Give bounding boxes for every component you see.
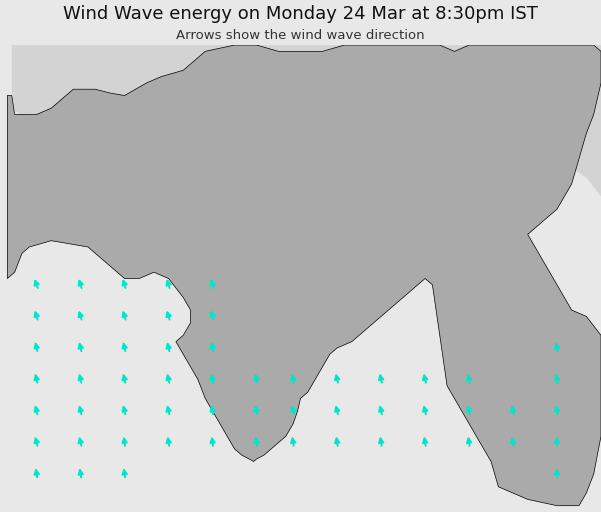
Text: Arrows show the wind wave direction: Arrows show the wind wave direction: [176, 29, 425, 41]
Text: Wind Wave energy on Monday 24 Mar at 8:30pm IST: Wind Wave energy on Monday 24 Mar at 8:3…: [63, 6, 538, 24]
Polygon shape: [7, 45, 601, 506]
Polygon shape: [12, 45, 601, 209]
